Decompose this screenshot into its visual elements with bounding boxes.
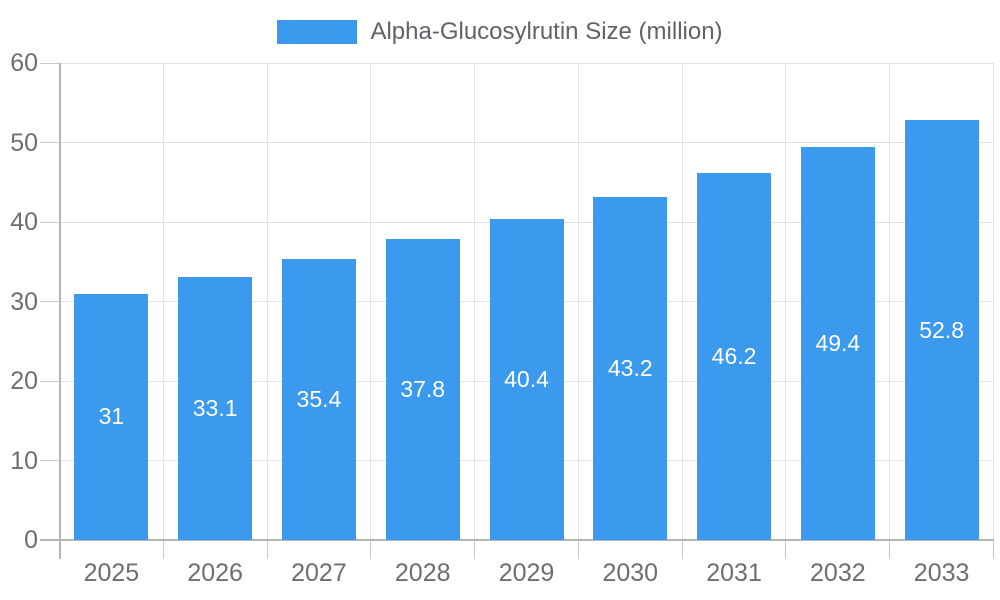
x-tick-7 [785, 540, 787, 559]
y-axis-tick-label: 0 [24, 526, 38, 554]
x-axis-tick-label: 2028 [394, 559, 451, 587]
gridline-x-6 [681, 63, 683, 540]
x-axis-tick-label: 2025 [83, 559, 140, 587]
gridline-x-4 [474, 63, 476, 540]
y-tick-60 [40, 62, 60, 64]
y-axis-line [58, 63, 61, 559]
x-axis-tick-label: 2031 [706, 559, 762, 587]
x-axis-tick-label: 2032 [810, 559, 866, 587]
bar-value-label: 52.8 [919, 316, 964, 343]
x-axis-tick-label: 2029 [498, 559, 555, 587]
legend[interactable]: Alpha-Glucosylrutin Size (million) [0, 19, 1000, 45]
bar-2030[interactable]: 43.2 [593, 196, 668, 540]
gridline-x-2 [266, 63, 268, 540]
gridline-y-50 [59, 142, 994, 143]
bar-2025[interactable]: 31 [74, 293, 149, 540]
bar-value-label: 43.2 [607, 354, 653, 381]
x-tick-9 [993, 540, 994, 559]
x-tick-8 [889, 540, 891, 559]
y-tick-30 [40, 301, 60, 302]
legend-label: Alpha-Glucosylrutin Size (million) [370, 18, 723, 45]
x-axis-tick-label: 2026 [187, 559, 243, 587]
y-axis-tick-label: 60 [10, 49, 38, 77]
y-axis-tick-label: 40 [10, 208, 38, 236]
bar-2026[interactable]: 33.1 [178, 276, 253, 540]
y-tick-0 [40, 539, 60, 541]
x-tick-1 [162, 540, 164, 559]
y-tick-40 [40, 221, 60, 223]
x-axis-line [59, 539, 994, 541]
gridline-x-3 [370, 63, 372, 540]
bar-2032[interactable]: 49.4 [800, 147, 875, 540]
y-axis-tick-label: 50 [10, 128, 38, 157]
bar-value-label: 46.2 [711, 342, 757, 369]
bar-value-label: 40.4 [504, 365, 549, 392]
bar-2033[interactable]: 52.8 [904, 120, 979, 540]
x-axis-tick-label: 2027 [291, 559, 347, 587]
x-tick-3 [370, 540, 372, 559]
x-tick-2 [266, 540, 268, 559]
bar-value-label: 31 [98, 403, 125, 430]
x-tick-4 [474, 540, 476, 559]
gridline-x-8 [889, 63, 891, 540]
bar-2027[interactable]: 35.4 [281, 258, 356, 540]
bar-2028[interactable]: 37.8 [385, 239, 460, 540]
x-axis-tick-label: 2030 [602, 559, 659, 587]
y-tick-10 [40, 460, 60, 461]
y-tick-50 [40, 142, 60, 143]
y-tick-20 [40, 380, 60, 382]
x-tick-5 [577, 540, 579, 559]
bar-value-label: 49.4 [815, 330, 861, 357]
y-axis-tick-label: 20 [10, 367, 38, 395]
gridline-x-9 [993, 63, 994, 540]
bar-2031[interactable]: 46.2 [697, 172, 772, 540]
bar-2029[interactable]: 40.4 [489, 218, 564, 540]
bar-value-label: 35.4 [296, 385, 342, 412]
bar-value-label: 37.8 [400, 376, 446, 403]
bar-value-label: 33.1 [192, 394, 238, 421]
gridline-x-1 [162, 63, 164, 540]
x-tick-6 [681, 540, 683, 559]
gridline-y-60 [59, 62, 994, 64]
gridline-x-5 [577, 63, 579, 540]
x-axis-tick-label: 2033 [913, 559, 970, 587]
y-axis-tick-label: 10 [10, 446, 38, 475]
y-axis-tick-label: 30 [10, 287, 38, 316]
gridline-x-7 [785, 63, 787, 540]
legend-swatch [277, 20, 358, 44]
